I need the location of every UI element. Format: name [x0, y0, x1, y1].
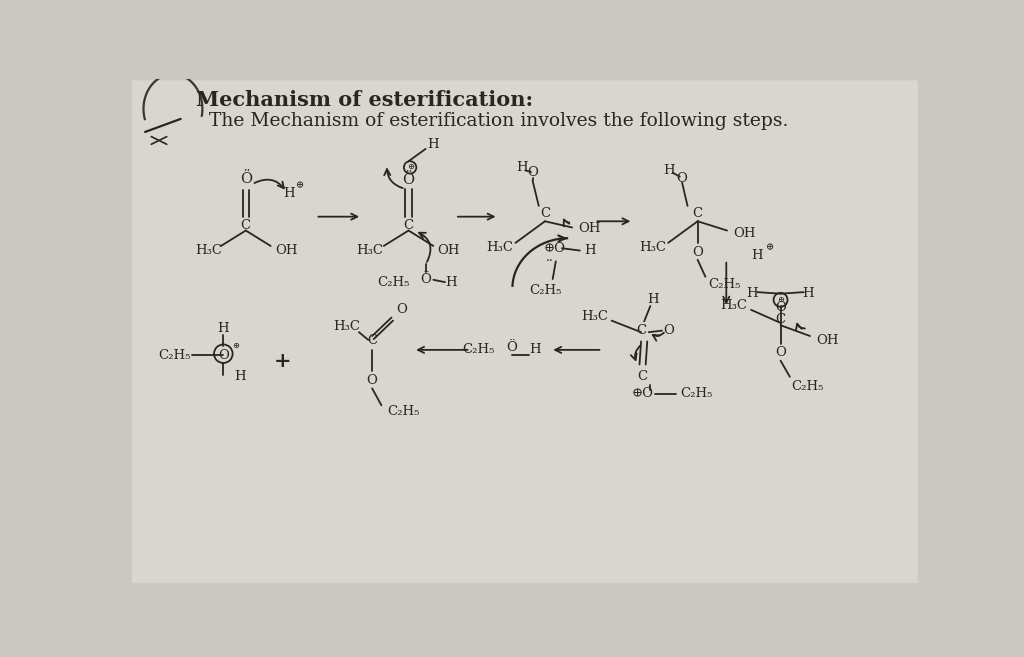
- Text: C: C: [636, 324, 646, 337]
- Text: O: O: [677, 171, 687, 185]
- Text: O: O: [218, 349, 228, 362]
- Text: C: C: [775, 313, 785, 326]
- Text: H: H: [752, 248, 763, 261]
- Text: C₂H₅: C₂H₅: [462, 344, 495, 356]
- Text: OH: OH: [579, 223, 601, 235]
- Text: H₃C: H₃C: [356, 244, 383, 257]
- Text: H: H: [647, 293, 659, 306]
- Text: C₂H₅: C₂H₅: [681, 387, 713, 400]
- Text: O: O: [664, 324, 675, 337]
- Text: C₂H₅: C₂H₅: [709, 278, 741, 291]
- Text: H: H: [529, 344, 541, 356]
- Text: O: O: [692, 246, 703, 259]
- Text: H₃C: H₃C: [639, 241, 667, 254]
- Text: C: C: [241, 219, 251, 233]
- Text: Ö: Ö: [240, 172, 252, 186]
- Text: Mechanism of esterification:: Mechanism of esterification:: [197, 89, 534, 110]
- Text: ⊕: ⊕: [777, 296, 784, 304]
- Text: O: O: [367, 374, 378, 387]
- Text: O: O: [396, 304, 407, 316]
- Text: H: H: [428, 138, 439, 151]
- Text: ..: ..: [546, 251, 554, 264]
- Text: C₂H₅: C₂H₅: [528, 284, 561, 297]
- Text: Ö: Ö: [506, 341, 517, 354]
- Text: ⊕: ⊕: [407, 164, 414, 171]
- Text: OH: OH: [816, 334, 839, 347]
- Text: ⊕: ⊕: [232, 342, 240, 350]
- Text: H: H: [803, 287, 814, 300]
- Text: H: H: [664, 164, 675, 177]
- Text: O: O: [775, 301, 786, 314]
- Text: H: H: [234, 371, 246, 383]
- Text: Ö: Ö: [420, 273, 431, 286]
- Text: C: C: [638, 371, 647, 383]
- Text: H₃C: H₃C: [486, 241, 513, 254]
- Text: H: H: [516, 161, 527, 174]
- Text: H: H: [445, 276, 457, 288]
- Text: OH: OH: [274, 244, 297, 257]
- Text: OH: OH: [437, 244, 460, 257]
- Text: The Mechanism of esterification involves the following steps.: The Mechanism of esterification involves…: [209, 112, 788, 130]
- Text: OH: OH: [733, 227, 756, 240]
- Text: H₃C: H₃C: [721, 299, 748, 311]
- Text: C: C: [540, 207, 550, 220]
- Text: H₃C: H₃C: [333, 320, 360, 333]
- Text: ⊕: ⊕: [296, 181, 304, 191]
- FancyBboxPatch shape: [132, 80, 918, 583]
- Text: ⊕O: ⊕O: [632, 387, 653, 400]
- Text: O: O: [775, 346, 786, 359]
- Text: C₂H₅: C₂H₅: [377, 276, 410, 288]
- Text: H: H: [217, 322, 229, 335]
- Text: C: C: [692, 207, 702, 220]
- Text: C₂H₅: C₂H₅: [792, 380, 824, 394]
- Text: C: C: [403, 219, 414, 233]
- Text: H₃C: H₃C: [581, 310, 608, 323]
- Text: C₂H₅: C₂H₅: [387, 405, 419, 418]
- Text: C: C: [367, 334, 377, 347]
- Text: O: O: [527, 166, 538, 179]
- Text: ⊕O: ⊕O: [544, 242, 565, 255]
- Text: +: +: [274, 351, 292, 371]
- Text: H: H: [284, 187, 295, 200]
- Text: H: H: [584, 244, 596, 257]
- Text: Ö: Ö: [402, 173, 415, 187]
- Text: ⊕: ⊕: [766, 243, 774, 252]
- Text: H: H: [746, 287, 758, 300]
- Text: H₃C: H₃C: [196, 244, 222, 257]
- Text: C₂H₅: C₂H₅: [159, 349, 190, 362]
